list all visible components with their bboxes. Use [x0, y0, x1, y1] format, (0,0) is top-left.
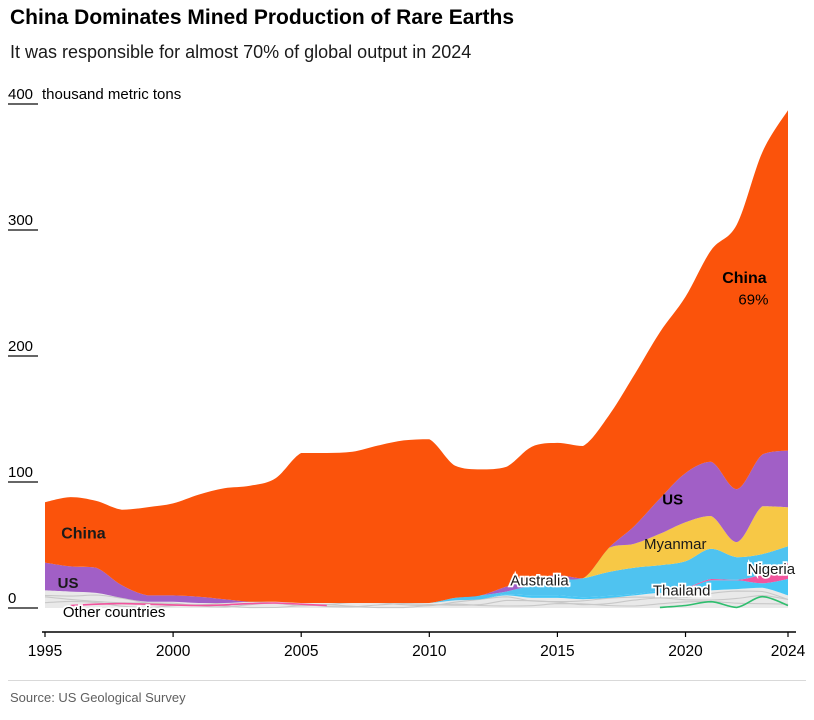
annotation-myanmar: Myanmar	[644, 536, 707, 553]
annotation-china-share: 69%	[738, 291, 768, 308]
chart-title: China Dominates Mined Production of Rare…	[10, 6, 515, 29]
area-other-countries	[45, 587, 788, 608]
other-countries-strand	[44, 600, 789, 609]
other-countries-strand	[44, 595, 789, 608]
chart-subtitle: It was responsible for almost 70% of glo…	[10, 42, 472, 62]
y-tick-label-400: 400	[8, 86, 33, 103]
x-tick-label-2020: 2020	[668, 643, 703, 660]
y-tick-label-200: 200	[8, 338, 33, 355]
annotation-australia: Australia	[510, 572, 569, 589]
area-thailand	[45, 579, 788, 603]
y-tick-label-0: 0	[8, 590, 16, 607]
area-australia	[45, 546, 788, 603]
x-tick-label-2024: 2024	[771, 643, 806, 660]
annotation-other-countries: Other countries	[63, 604, 166, 621]
footer-divider	[8, 680, 806, 681]
annotation-us-right: US	[662, 492, 683, 509]
annotation-china-right: China	[722, 270, 767, 287]
y-tick-label-300: 300	[8, 212, 33, 229]
area-myanmar	[45, 506, 788, 603]
pink-strand	[70, 602, 327, 607]
source-note: Source: US Geological Survey	[10, 690, 186, 705]
area-china	[45, 110, 788, 604]
area-us	[45, 450, 788, 603]
chart-areas	[44, 110, 789, 609]
annotation-us-left: US	[58, 575, 79, 592]
y-tick-label-100: 100	[8, 464, 33, 481]
annotation-thailand: Thailand	[653, 582, 711, 599]
x-tick-label-2005: 2005	[284, 643, 318, 660]
x-tick-label-2015: 2015	[540, 643, 574, 660]
chart-axes: 0 100 200 300 400 thousand metric tons 1995 200…	[8, 86, 806, 660]
x-tick-label-2000: 2000	[156, 643, 191, 660]
annotation-nigeria: Nigeria	[748, 561, 796, 578]
y-axis-unit-label: thousand metric tons	[42, 86, 181, 103]
green-strand	[659, 595, 789, 609]
x-tick-label-1995: 1995	[28, 643, 62, 660]
x-tick-label-2010: 2010	[412, 643, 447, 660]
annotation-china-left: China	[61, 526, 106, 543]
chart-annotations: China US Other countries China 69% US Myanmar A…	[58, 270, 798, 623]
